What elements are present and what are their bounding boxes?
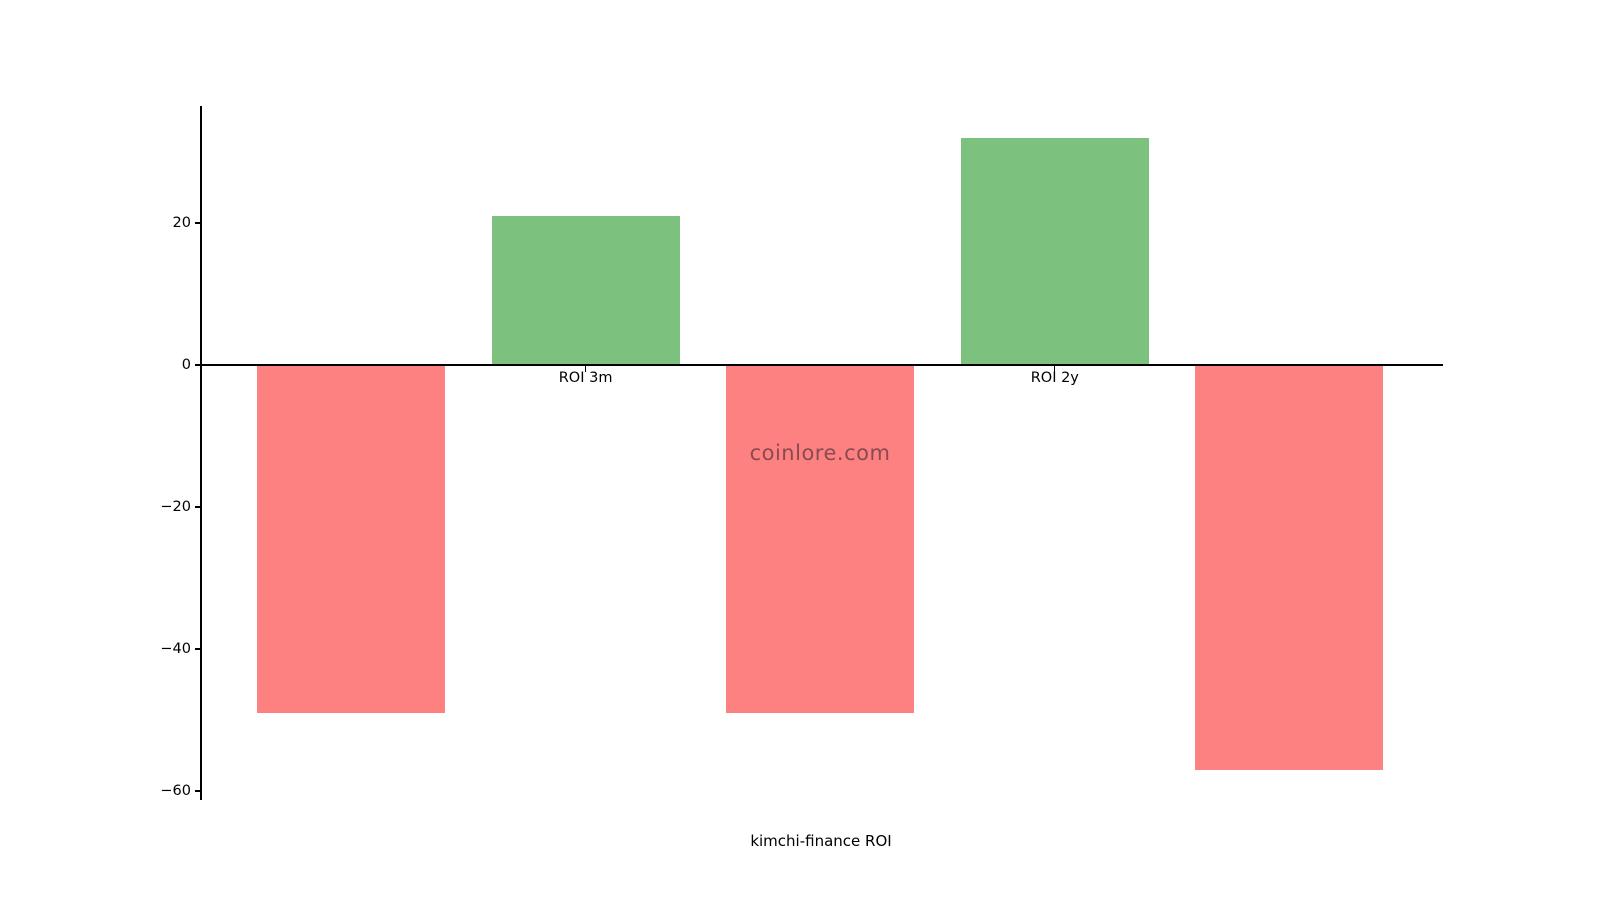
bar-series-2 xyxy=(726,365,915,713)
y-tick-label: 20 xyxy=(172,215,191,231)
x-axis-zero-line xyxy=(200,364,1443,366)
y-tick-mark xyxy=(195,222,200,224)
watermark-text: coinlore.com xyxy=(749,441,891,465)
y-tick-mark xyxy=(195,790,200,792)
chart-title: kimchi-finance ROI xyxy=(750,832,892,850)
x-tick-label: ROI 3m xyxy=(558,370,613,386)
y-tick-mark xyxy=(195,506,200,508)
y-axis-line xyxy=(200,106,202,800)
y-tick-mark xyxy=(195,648,200,650)
x-tick-mark xyxy=(1054,366,1056,372)
y-tick-label: −20 xyxy=(160,499,191,515)
y-tick-mark xyxy=(195,364,200,366)
y-tick-label: −40 xyxy=(160,641,191,657)
x-tick-label: ROI 2y xyxy=(1030,370,1079,386)
bar-series-0 xyxy=(257,365,445,713)
x-tick-mark xyxy=(584,366,587,372)
bar-series-4 xyxy=(1195,365,1384,770)
bar-roi-3m xyxy=(491,215,680,365)
y-tick-label: 0 xyxy=(181,357,191,373)
bar-roi-2y xyxy=(960,137,1149,365)
y-tick-label: −60 xyxy=(160,783,191,799)
